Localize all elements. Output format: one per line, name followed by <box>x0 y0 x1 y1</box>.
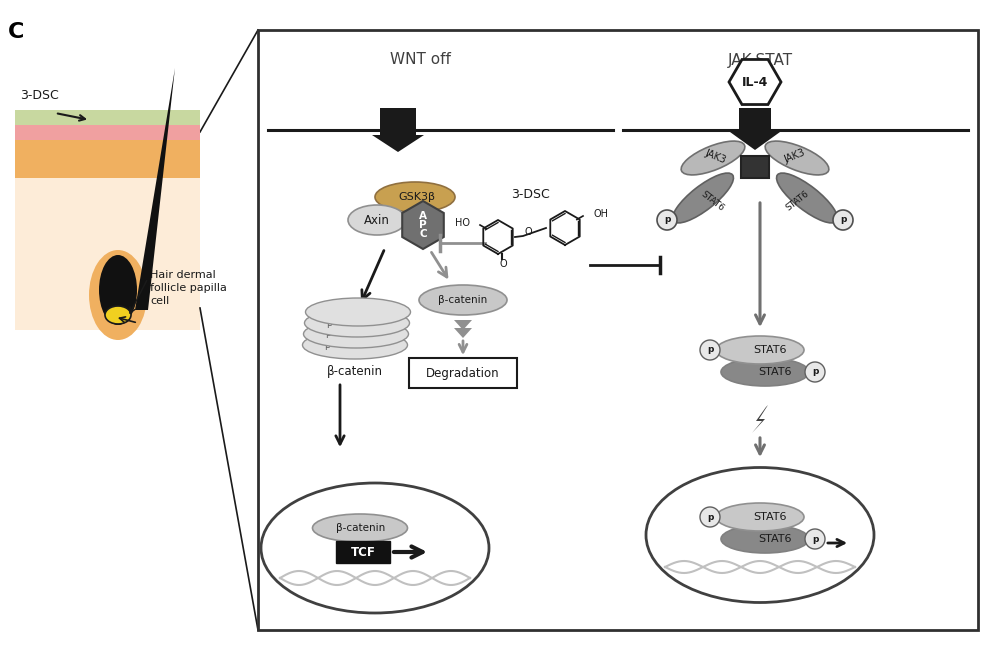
Ellipse shape <box>306 298 411 326</box>
Ellipse shape <box>99 255 137 325</box>
Text: 3-DSC: 3-DSC <box>20 89 58 102</box>
Text: TCF: TCF <box>350 546 375 559</box>
Ellipse shape <box>716 503 804 531</box>
Text: STAT6: STAT6 <box>753 345 787 355</box>
Text: STAT6: STAT6 <box>753 512 787 522</box>
Ellipse shape <box>419 285 507 315</box>
Text: JAK3: JAK3 <box>703 147 727 165</box>
Polygon shape <box>402 201 444 249</box>
Text: β: β <box>325 329 331 338</box>
Ellipse shape <box>721 358 809 386</box>
Ellipse shape <box>833 210 853 230</box>
Text: JAK3: JAK3 <box>783 147 807 165</box>
Text: β-catenin: β-catenin <box>439 295 488 305</box>
Ellipse shape <box>657 210 677 230</box>
Text: A
P
C: A P C <box>419 211 427 239</box>
Ellipse shape <box>716 336 804 364</box>
Ellipse shape <box>776 173 838 223</box>
Text: IL-4: IL-4 <box>742 76 768 89</box>
Bar <box>258 30 978 630</box>
Text: Axin: Axin <box>364 213 390 226</box>
Text: STAT6: STAT6 <box>758 534 792 544</box>
Text: OH: OH <box>593 209 608 219</box>
Text: β: β <box>324 340 330 349</box>
Ellipse shape <box>303 331 408 359</box>
Ellipse shape <box>305 309 410 337</box>
Ellipse shape <box>805 529 825 549</box>
Bar <box>15 125 200 140</box>
Ellipse shape <box>700 340 720 360</box>
Text: 3-DSC: 3-DSC <box>511 188 549 201</box>
Ellipse shape <box>313 514 408 542</box>
Text: O: O <box>499 259 507 269</box>
Polygon shape <box>372 108 424 152</box>
Text: Hair dermal
follicle papilla
cell: Hair dermal follicle papilla cell <box>150 270 227 306</box>
Polygon shape <box>454 320 472 330</box>
Ellipse shape <box>765 141 829 175</box>
Polygon shape <box>729 59 781 104</box>
Text: β-catenin: β-catenin <box>327 365 383 378</box>
Text: STAT6: STAT6 <box>700 189 727 213</box>
Text: STAT6: STAT6 <box>784 189 811 213</box>
Bar <box>15 140 200 177</box>
Text: STAT6: STAT6 <box>758 367 792 377</box>
Ellipse shape <box>375 182 455 212</box>
Ellipse shape <box>261 483 489 613</box>
FancyBboxPatch shape <box>741 156 769 178</box>
Text: GSK3β: GSK3β <box>399 192 436 202</box>
Bar <box>15 110 200 330</box>
Text: Degradation: Degradation <box>426 366 500 379</box>
Ellipse shape <box>646 467 874 602</box>
Ellipse shape <box>721 525 809 553</box>
Text: p: p <box>812 368 818 376</box>
Text: p: p <box>812 535 818 544</box>
Text: β-catenin: β-catenin <box>337 523 386 533</box>
Text: β: β <box>326 318 332 327</box>
Polygon shape <box>730 108 780 150</box>
Ellipse shape <box>681 141 744 175</box>
Ellipse shape <box>672 173 734 223</box>
FancyBboxPatch shape <box>409 358 517 388</box>
Text: O: O <box>524 227 532 237</box>
Polygon shape <box>454 328 472 338</box>
Text: C: C <box>8 22 25 42</box>
Text: JAK-STAT: JAK-STAT <box>728 53 793 68</box>
Text: p: p <box>664 216 670 224</box>
Ellipse shape <box>89 250 147 340</box>
Ellipse shape <box>105 306 131 324</box>
Ellipse shape <box>304 320 409 348</box>
Bar <box>15 110 200 125</box>
Polygon shape <box>752 405 768 433</box>
Text: p: p <box>707 346 713 355</box>
Ellipse shape <box>805 362 825 382</box>
Text: HO: HO <box>455 218 470 228</box>
Ellipse shape <box>348 205 406 235</box>
Ellipse shape <box>700 507 720 527</box>
Text: p: p <box>707 512 713 522</box>
Text: p: p <box>840 216 846 224</box>
Text: WNT off: WNT off <box>389 53 450 68</box>
Polygon shape <box>135 68 175 310</box>
FancyBboxPatch shape <box>336 541 390 563</box>
